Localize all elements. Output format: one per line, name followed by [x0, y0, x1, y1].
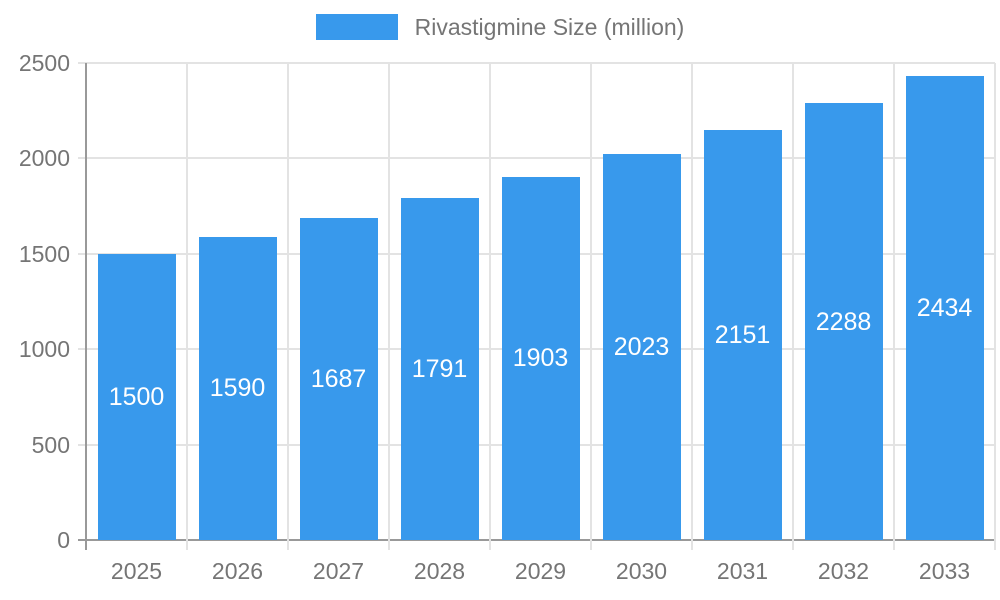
bar[interactable]	[905, 75, 984, 540]
bar[interactable]	[501, 176, 580, 540]
v-gridline	[287, 63, 289, 550]
bar-value-label: 1687	[310, 365, 367, 394]
bar-value-label: 1903	[512, 344, 569, 373]
legend[interactable]: Rivastigmine Size (million)	[0, 14, 1000, 40]
bar[interactable]	[602, 154, 681, 540]
legend-label: Rivastigmine Size (million)	[414, 14, 685, 40]
x-axis-line	[78, 539, 995, 541]
bar[interactable]	[804, 103, 883, 540]
bar-value-label: 1590	[209, 374, 266, 403]
h-gridline	[78, 157, 995, 160]
x-tick-label: 2026	[211, 558, 264, 584]
v-gridline	[489, 63, 491, 550]
x-tick-label: 2030	[615, 558, 668, 584]
v-gridline	[590, 63, 592, 550]
bar-value-label: 2023	[613, 333, 670, 361]
x-tick-label: 2031	[716, 558, 769, 584]
y-tick-label: 2500	[18, 50, 70, 76]
y-tick-label: 1500	[18, 240, 70, 267]
y-tick-label: 500	[31, 431, 70, 458]
v-gridline	[994, 63, 996, 550]
x-tick-label: 2033	[918, 558, 971, 584]
v-gridline	[691, 63, 693, 550]
bar[interactable]	[299, 218, 378, 540]
legend-swatch	[315, 14, 398, 40]
x-tick-label: 2027	[312, 558, 365, 584]
v-gridline	[186, 63, 188, 550]
v-gridline	[893, 63, 895, 550]
bar-value-label: 2151	[714, 320, 771, 349]
y-tick-label: 1000	[18, 336, 70, 363]
h-gridline	[78, 62, 995, 64]
bar[interactable]	[400, 198, 479, 540]
v-gridline	[388, 63, 390, 550]
bar-value-label: 1500	[108, 382, 165, 411]
x-tick-label: 2028	[413, 558, 466, 584]
v-gridline	[792, 63, 794, 550]
x-tick-label: 2032	[817, 558, 870, 584]
y-tick-label: 0	[57, 527, 70, 553]
bar-value-label: 2288	[815, 307, 872, 336]
bar-value-label: 1791	[411, 355, 468, 384]
x-tick-label: 2025	[110, 558, 163, 584]
y-tick-label: 2000	[18, 145, 70, 172]
x-tick-label: 2029	[514, 558, 567, 584]
bar[interactable]	[703, 129, 782, 540]
bar-value-label: 2434	[916, 293, 973, 322]
y-axis-line	[85, 63, 87, 550]
bar[interactable]	[198, 236, 277, 540]
bar[interactable]	[97, 253, 176, 540]
